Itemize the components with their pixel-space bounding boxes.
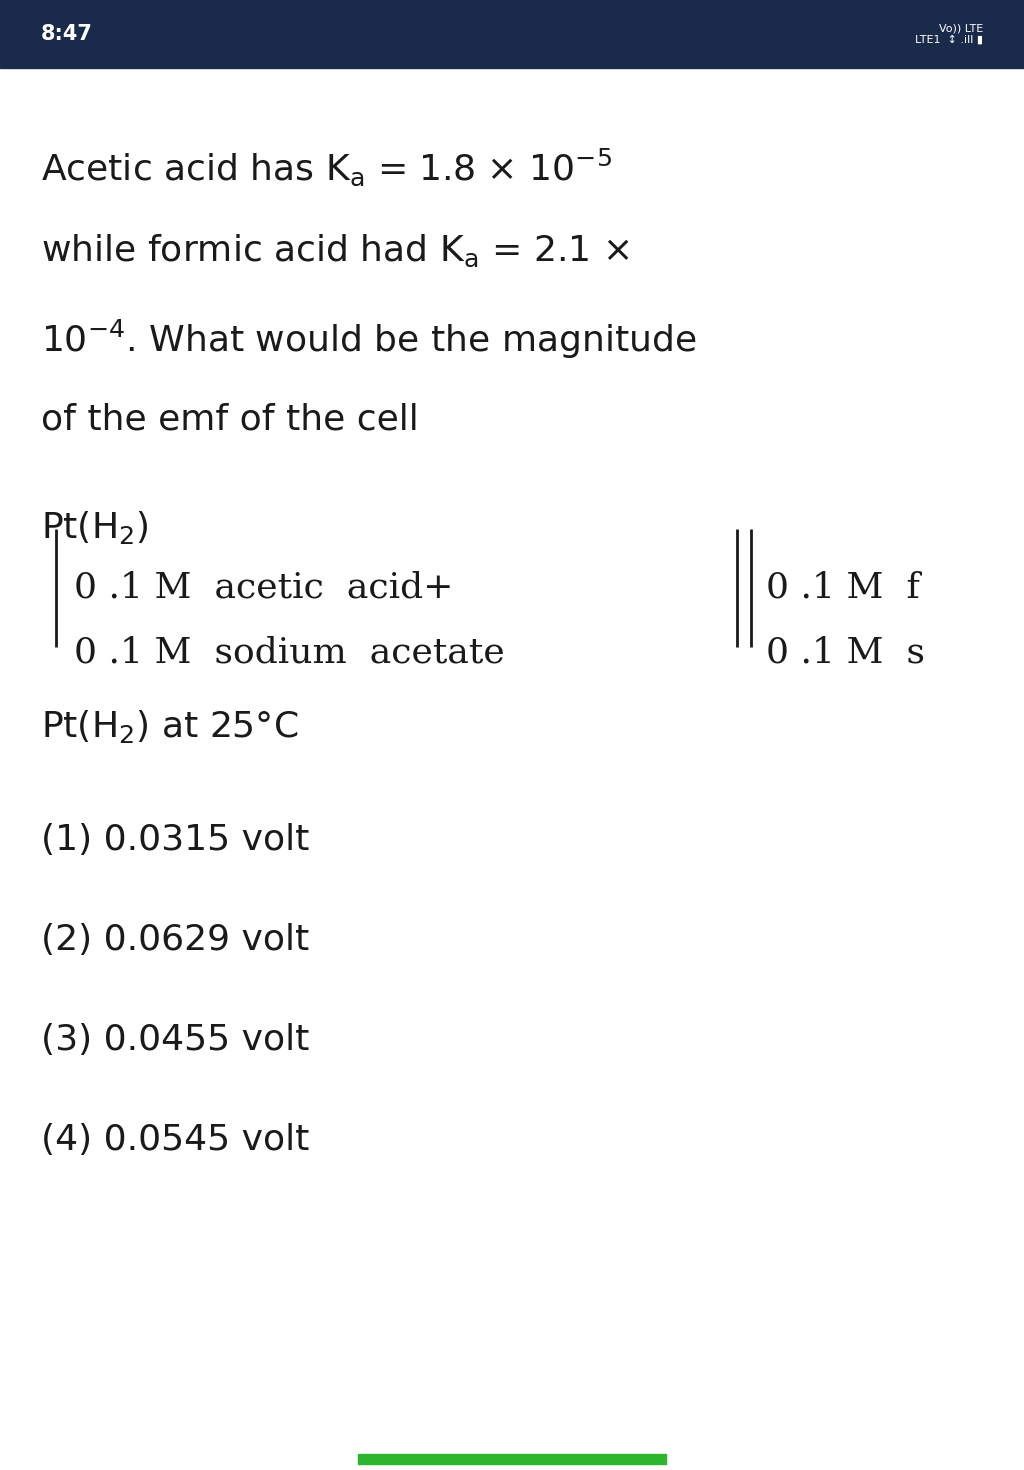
Text: while formic acid had K$_\mathrm{a}$ = 2.1 ×: while formic acid had K$_\mathrm{a}$ = 2…	[41, 232, 630, 269]
Text: 0 .1 M  s: 0 .1 M s	[766, 635, 925, 669]
Text: Pt(H$_2$): Pt(H$_2$)	[41, 510, 148, 547]
Text: (4) 0.0545 volt: (4) 0.0545 volt	[41, 1123, 309, 1157]
Text: 0 .1 M  sodium  acetate: 0 .1 M sodium acetate	[74, 635, 505, 669]
Text: (1) 0.0315 volt: (1) 0.0315 volt	[41, 823, 309, 857]
Bar	[358, 1454, 666, 1464]
Text: Vo)) LTE
LTE1  ↕ .ill ▮: Vo)) LTE LTE1 ↕ .ill ▮	[915, 24, 983, 44]
Text: 8:47: 8:47	[41, 24, 93, 44]
Text: Acetic acid has K$_\mathrm{a}$ = 1.8 × 10$^{-5}$: Acetic acid has K$_\mathrm{a}$ = 1.8 × 1…	[41, 147, 612, 188]
Text: (2) 0.0629 volt: (2) 0.0629 volt	[41, 923, 309, 957]
Bar	[0, 0, 1024, 68]
Text: Pt(H$_2$) at 25°C: Pt(H$_2$) at 25°C	[41, 709, 298, 745]
Text: 10$^{-4}$. What would be the magnitude: 10$^{-4}$. What would be the magnitude	[41, 318, 696, 360]
Text: (3) 0.0455 volt: (3) 0.0455 volt	[41, 1023, 309, 1057]
Text: 0 .1 M  acetic  acid+: 0 .1 M acetic acid+	[74, 570, 454, 604]
Text: 0 .1 M  f: 0 .1 M f	[766, 570, 920, 604]
Text: of the emf of the cell: of the emf of the cell	[41, 403, 419, 437]
